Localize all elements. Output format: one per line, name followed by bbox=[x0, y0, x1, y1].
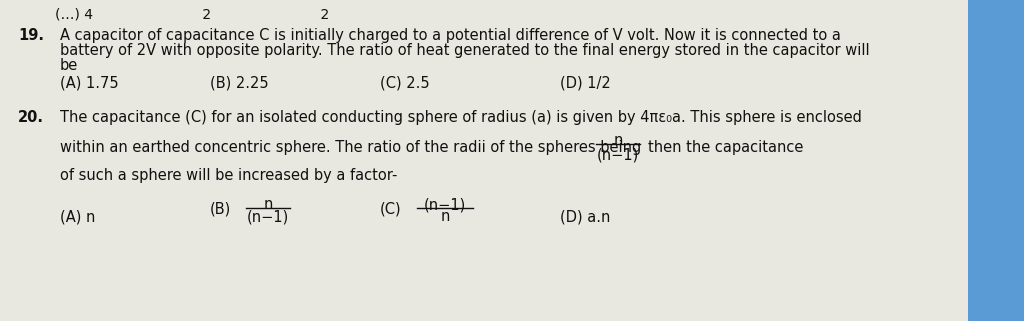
Text: be: be bbox=[60, 58, 78, 73]
Text: n: n bbox=[263, 197, 272, 212]
Bar bbox=[968, 0, 1024, 321]
Text: then the capacitance: then the capacitance bbox=[648, 140, 804, 155]
Text: 19.: 19. bbox=[18, 28, 44, 43]
Text: A capacitor of capacitance C is initially charged to a potential difference of V: A capacitor of capacitance C is initiall… bbox=[60, 28, 841, 43]
Text: (C) 2.5: (C) 2.5 bbox=[380, 75, 430, 90]
Text: (n−1): (n−1) bbox=[424, 197, 466, 212]
Text: battery of 2V with opposite polarity. The ratio of heat generated to the final e: battery of 2V with opposite polarity. Th… bbox=[60, 43, 869, 58]
Text: (n−1): (n−1) bbox=[597, 148, 639, 163]
Text: (n−1): (n−1) bbox=[247, 209, 289, 224]
Text: (B): (B) bbox=[210, 202, 231, 217]
Text: (B) 2.25: (B) 2.25 bbox=[210, 75, 268, 90]
Text: of such a sphere will be increased by a factor-: of such a sphere will be increased by a … bbox=[60, 168, 397, 183]
Text: The capacitance (C) for an isolated conducting sphere of radius (a) is given by : The capacitance (C) for an isolated cond… bbox=[60, 110, 862, 125]
Text: (A) 1.75: (A) 1.75 bbox=[60, 75, 119, 90]
Text: n: n bbox=[440, 209, 450, 224]
Text: (C): (C) bbox=[380, 202, 401, 217]
Text: within an earthed concentric sphere. The ratio of the radii of the spheres being: within an earthed concentric sphere. The… bbox=[60, 140, 641, 155]
Text: 20.: 20. bbox=[18, 110, 44, 125]
Text: (…) 4                         2                         2: (…) 4 2 2 bbox=[55, 8, 330, 22]
Text: (A) n: (A) n bbox=[60, 210, 95, 225]
Text: (D) a.n: (D) a.n bbox=[560, 210, 610, 225]
Text: n: n bbox=[613, 133, 623, 148]
Text: (D) 1/2: (D) 1/2 bbox=[560, 75, 610, 90]
